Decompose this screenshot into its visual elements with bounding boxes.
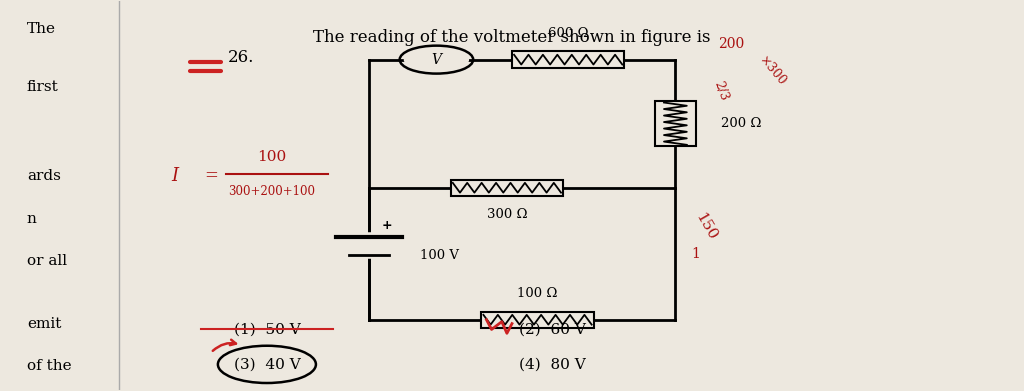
Text: 150: 150 — [692, 210, 720, 243]
Text: 300 Ω: 300 Ω — [486, 208, 527, 221]
Text: first: first — [27, 80, 58, 94]
Text: 200: 200 — [719, 37, 744, 51]
Text: 600 Ω: 600 Ω — [548, 27, 589, 40]
Text: 100 Ω: 100 Ω — [517, 287, 558, 300]
Text: or all: or all — [27, 255, 67, 269]
Text: (1)  50 V: (1) 50 V — [233, 323, 300, 336]
Bar — [451, 179, 563, 196]
Text: (4)  80 V: (4) 80 V — [519, 357, 586, 371]
Bar — [655, 101, 696, 146]
Text: (2)  60 V: (2) 60 V — [519, 323, 587, 336]
Text: ×300: ×300 — [757, 54, 788, 89]
Text: emit: emit — [27, 317, 61, 331]
Text: ards: ards — [27, 169, 60, 183]
Text: +: + — [382, 219, 393, 232]
Text: 2/3: 2/3 — [712, 79, 731, 102]
Text: 200 Ω: 200 Ω — [721, 117, 762, 130]
Text: 100: 100 — [257, 150, 287, 164]
Text: V: V — [431, 53, 441, 66]
Text: The reading of the voltmeter shown in figure is: The reading of the voltmeter shown in fi… — [313, 29, 711, 46]
Text: 100 V: 100 V — [420, 249, 459, 262]
Text: =: = — [204, 168, 218, 185]
Text: I: I — [171, 167, 178, 185]
Text: of the: of the — [27, 359, 72, 373]
Text: The: The — [27, 22, 56, 36]
Bar — [512, 52, 625, 68]
Text: n: n — [27, 212, 37, 226]
Text: 26.: 26. — [228, 49, 255, 66]
Bar — [512, 52, 625, 68]
Bar — [481, 312, 594, 328]
Text: 300+200+100: 300+200+100 — [228, 185, 315, 198]
Circle shape — [403, 47, 469, 72]
Text: (3)  40 V: (3) 40 V — [233, 357, 300, 371]
Text: 1: 1 — [691, 247, 700, 261]
